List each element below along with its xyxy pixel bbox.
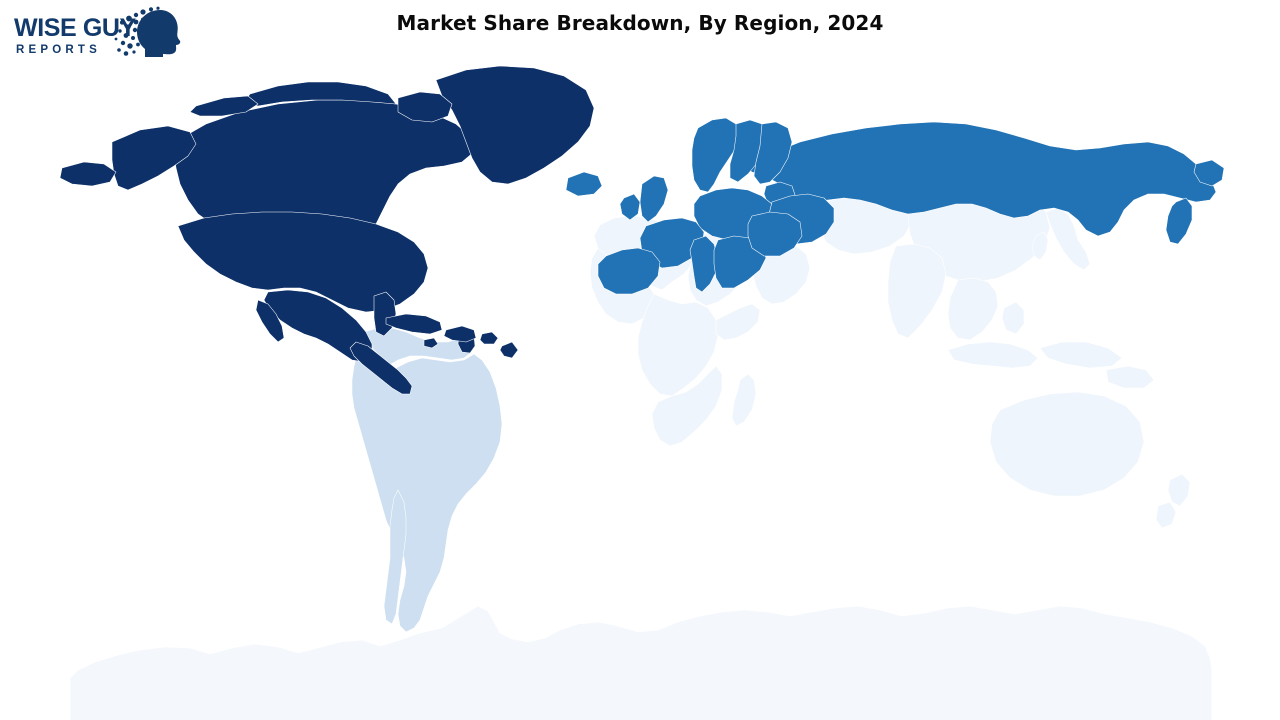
region-north-america (60, 66, 594, 394)
logo-wordmark: WISE GUY REPORTS (14, 14, 137, 56)
page-title: Market Share Breakdown, By Region, 2024 (396, 11, 884, 35)
logo-dots-cluster (114, 6, 160, 56)
logo-line2-text: REPORTS (16, 44, 101, 56)
region-europe (566, 118, 834, 294)
region-asia-pacific (888, 188, 1190, 528)
region-south-america (352, 328, 502, 632)
wise-guy-reports-logo: WISE GUY REPORTS (12, 6, 192, 60)
world-choropleth-map (0, 50, 1280, 720)
region-russia (745, 122, 1224, 244)
logo-line1-text: WISE GUY (14, 14, 137, 42)
logo-head-profile-icon (114, 6, 181, 57)
world-map-container (0, 50, 1280, 720)
region-antarctica (70, 606, 1212, 720)
